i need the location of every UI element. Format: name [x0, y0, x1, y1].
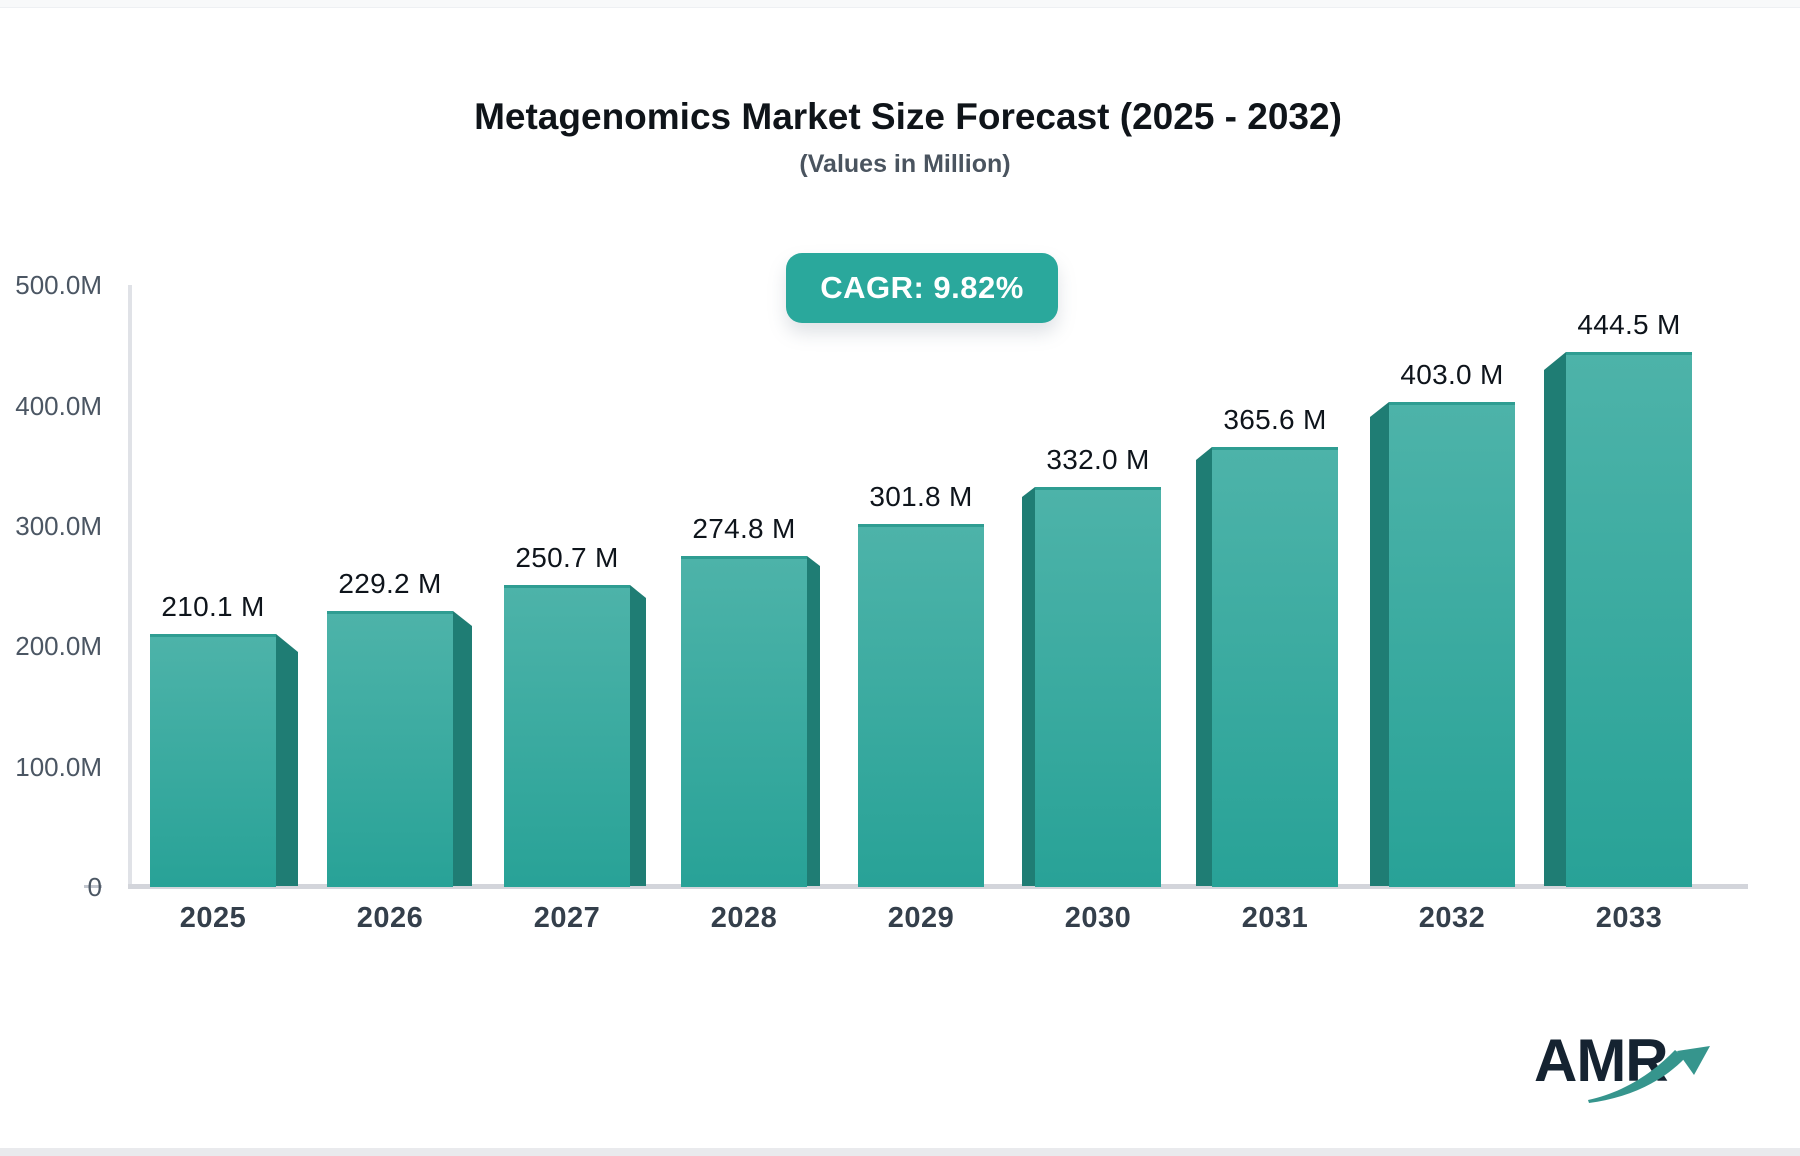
page-title: Metagenomics Market Size Forecast (2025 … — [474, 96, 1342, 137]
bottom-border — [0, 1148, 1800, 1156]
bar-value-label-2033: 444.5 M — [1577, 309, 1681, 340]
top-border — [0, 0, 1800, 8]
cagr-badge-label: CAGR: 9.82% — [820, 270, 1024, 305]
bar-side-2030 — [1022, 487, 1035, 886]
bar-value-label-2031: 365.6 M — [1223, 404, 1327, 435]
brand-logo: AMR — [1528, 1026, 1728, 1118]
x-axis-label-2027: 2027 — [533, 902, 601, 934]
bar-side-2032 — [1370, 402, 1389, 886]
x-axis-label-2032: 2032 — [1418, 902, 1486, 934]
bar-side-2033 — [1544, 352, 1566, 886]
zero-tick-mark — [84, 885, 102, 888]
y-tick-label-0: 0 — [87, 872, 102, 902]
bar-2027[interactable] — [504, 585, 630, 887]
bar-value-label-2025: 210.1 M — [161, 591, 265, 622]
x-axis-label-2030: 2030 — [1064, 902, 1132, 934]
bar-value-label-2032: 403.0 M — [1400, 359, 1504, 390]
page-subtitle: (Values in Million) — [799, 150, 1011, 178]
bar-2026[interactable] — [327, 611, 453, 887]
bar-2025[interactable] — [150, 634, 276, 887]
cagr-badge: CAGR: 9.82% — [786, 253, 1058, 323]
x-axis-label-2028: 2028 — [710, 902, 778, 934]
y-tick-label-200.0M: 200.0M — [15, 631, 102, 662]
bar-value-label-2029: 301.8 M — [869, 481, 973, 512]
bar-side-2026 — [453, 611, 472, 886]
bar-side-2025 — [276, 634, 298, 886]
y-axis-line — [128, 285, 132, 889]
x-axis-label-2033: 2033 — [1595, 902, 1663, 934]
x-axis-label-2031: 2031 — [1241, 902, 1309, 934]
bar-2033[interactable] — [1566, 352, 1692, 887]
bar-2032[interactable] — [1389, 402, 1515, 887]
bar-value-label-2027: 250.7 M — [515, 542, 619, 573]
bar-2029[interactable] — [858, 524, 984, 887]
x-axis-label-2026: 2026 — [356, 902, 424, 934]
x-axis-label-2029: 2029 — [887, 902, 955, 934]
bar-side-2031 — [1196, 447, 1212, 886]
growth-arrow-icon — [1588, 1046, 1710, 1103]
bar-2030[interactable] — [1035, 487, 1161, 887]
y-tick-label-100.0M: 100.0M — [15, 751, 102, 782]
bar-value-label-2026: 229.2 M — [338, 568, 442, 599]
bar-value-label-2030: 332.0 M — [1046, 444, 1150, 475]
y-tick-label-300.0M: 300.0M — [15, 510, 102, 541]
y-tick-label-500.0M: 500.0M — [15, 270, 102, 301]
bar-side-2027 — [630, 585, 646, 886]
x-axis-label-2025: 2025 — [179, 902, 247, 934]
bar-side-2028 — [807, 556, 820, 886]
bar-value-label-2028: 274.8 M — [692, 513, 796, 544]
bar-2028[interactable] — [681, 556, 807, 887]
y-tick-label-400.0M: 400.0M — [15, 390, 102, 421]
bar-2031[interactable] — [1212, 447, 1338, 887]
